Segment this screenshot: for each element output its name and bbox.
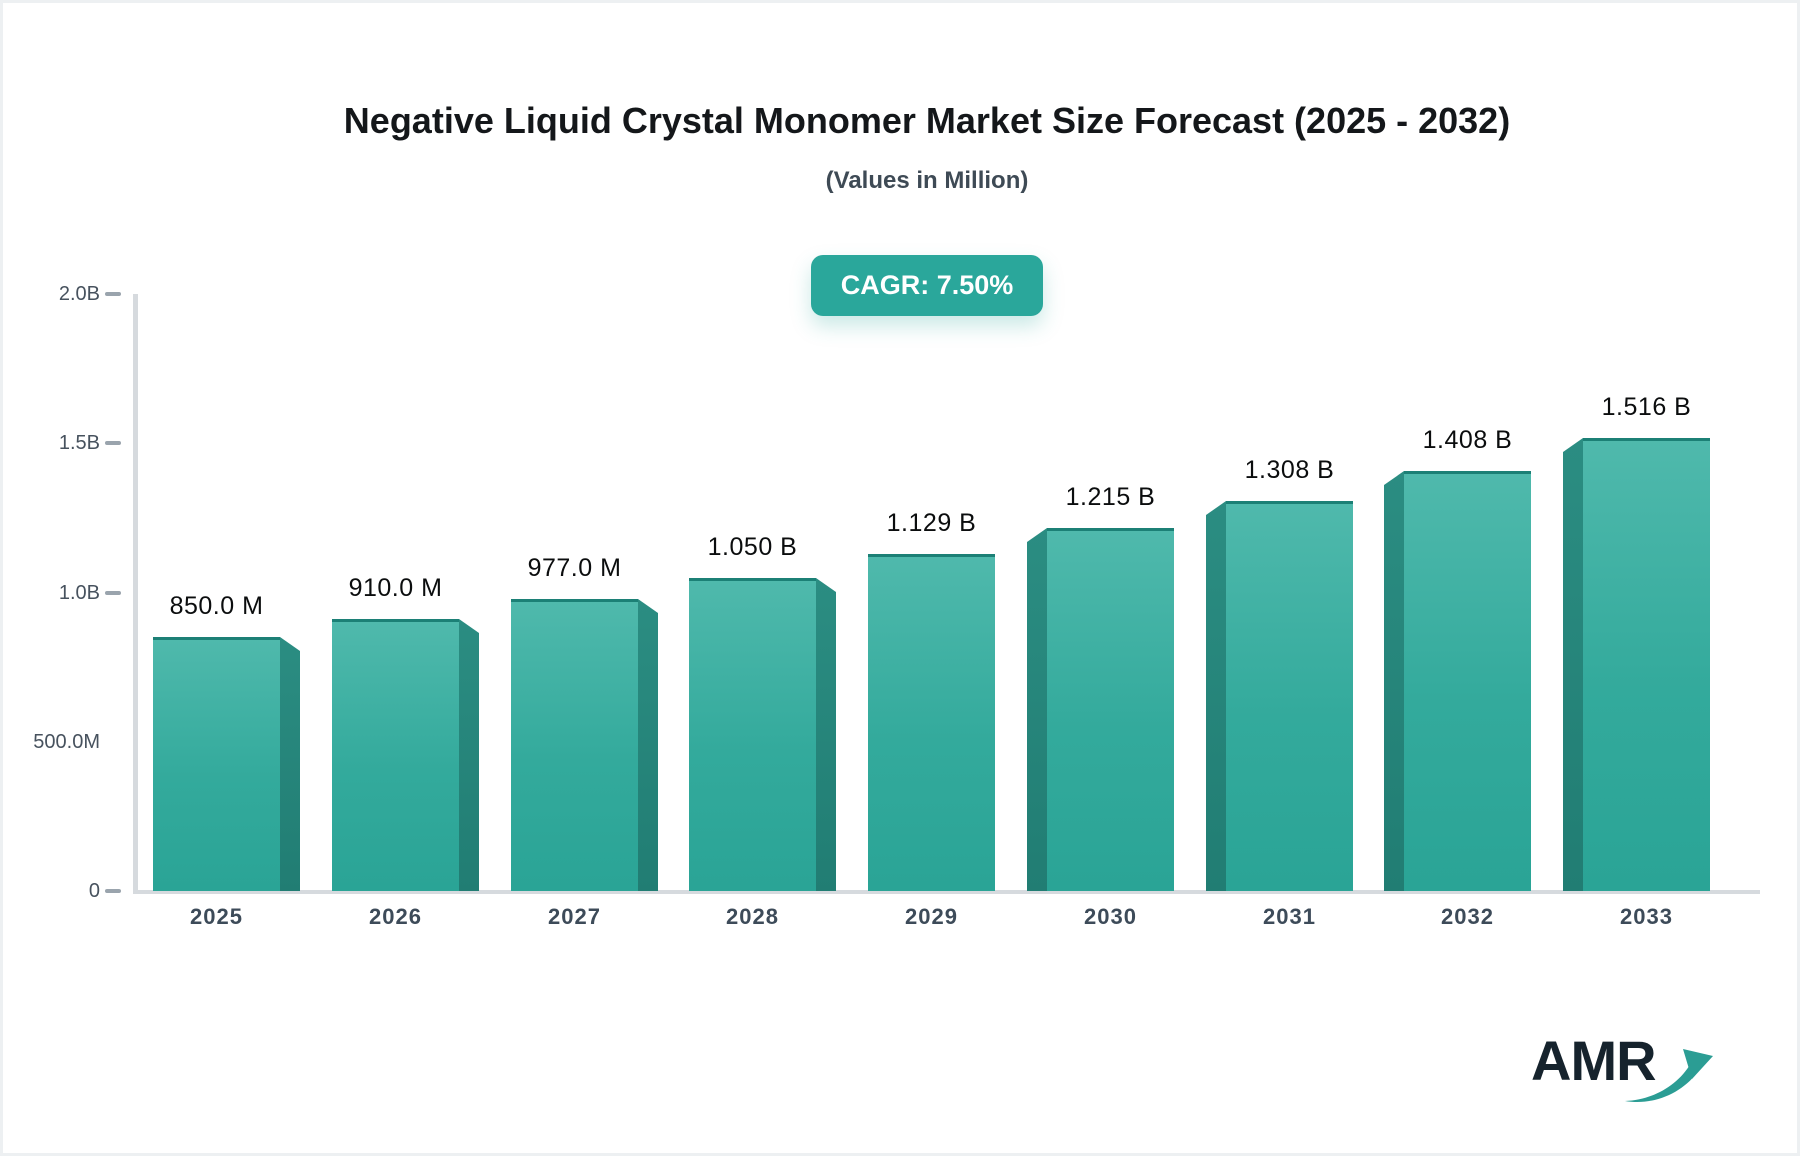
bar-side-face (280, 637, 300, 891)
x-tick-label: 2027 (548, 904, 601, 929)
bar-2026 (332, 619, 459, 891)
bar-value-label: 1.215 B (1065, 483, 1156, 511)
bar-side-face (459, 619, 479, 891)
y-axis-line (133, 294, 138, 894)
page-title: Negative Liquid Crystal Monomer Market S… (343, 100, 1511, 141)
x-tick-label: 2032 (1441, 904, 1494, 929)
bar-side-face (1206, 501, 1226, 891)
bar-2025 (153, 637, 280, 891)
bar-side-face (1384, 471, 1404, 891)
growth-arrow-icon (1625, 1049, 1713, 1103)
y-tick-label: 2.0B (58, 283, 100, 305)
bar-value-label: 1.050 B (707, 533, 798, 561)
x-tick-label: 2030 (1084, 904, 1137, 929)
x-tick-label: 2029 (905, 904, 958, 929)
y-tick-dash (105, 591, 121, 595)
bar-side-face (1027, 528, 1047, 891)
x-tick-label: 2033 (1620, 904, 1673, 929)
bar-side-face (1563, 438, 1583, 891)
x-tick-label: 2031 (1263, 904, 1316, 929)
y-tick-label: 0 (88, 880, 100, 902)
chart-subtitle: (Values in Million) (825, 167, 1029, 194)
y-tick-dash (105, 889, 121, 893)
cagr-badge-row: CAGR: 7.50% (51, 255, 1797, 316)
bar-value-label: 1.129 B (886, 509, 977, 537)
bar-2028 (689, 578, 816, 891)
bar-side-face (638, 599, 658, 891)
cagr-badge: CAGR: 7.50% (810, 255, 1044, 316)
bar-2027 (511, 599, 638, 891)
bar-value-label: 1.408 B (1422, 426, 1513, 454)
amr-logo-text: AMR (1531, 1029, 1657, 1092)
y-tick-label: 1.5B (58, 432, 100, 454)
bar-side-face (816, 578, 836, 891)
bar-value-label: 850.0 M (169, 592, 264, 620)
bar-2030 (1047, 528, 1174, 891)
x-axis-line (133, 890, 1760, 894)
y-tick-dash (105, 441, 121, 445)
x-tick-label: 2028 (726, 904, 779, 929)
bar-2029 (868, 554, 995, 891)
bar-2032 (1404, 471, 1531, 891)
x-tick-label: 2026 (369, 904, 422, 929)
bar-2033 (1583, 438, 1710, 891)
bar-value-label: 977.0 M (527, 554, 622, 582)
bar-value-label: 1.308 B (1244, 456, 1335, 484)
y-tick-dash (105, 292, 121, 296)
amr-logo: AMR (1531, 1031, 1731, 1111)
bar-value-label: 910.0 M (348, 574, 443, 602)
bar-value-label: 1.516 B (1601, 393, 1692, 421)
bar-2031 (1226, 501, 1353, 891)
y-tick-label: 500.0M (33, 731, 100, 753)
y-tick-label: 1.0B (58, 582, 100, 604)
x-tick-label: 2025 (190, 904, 243, 929)
